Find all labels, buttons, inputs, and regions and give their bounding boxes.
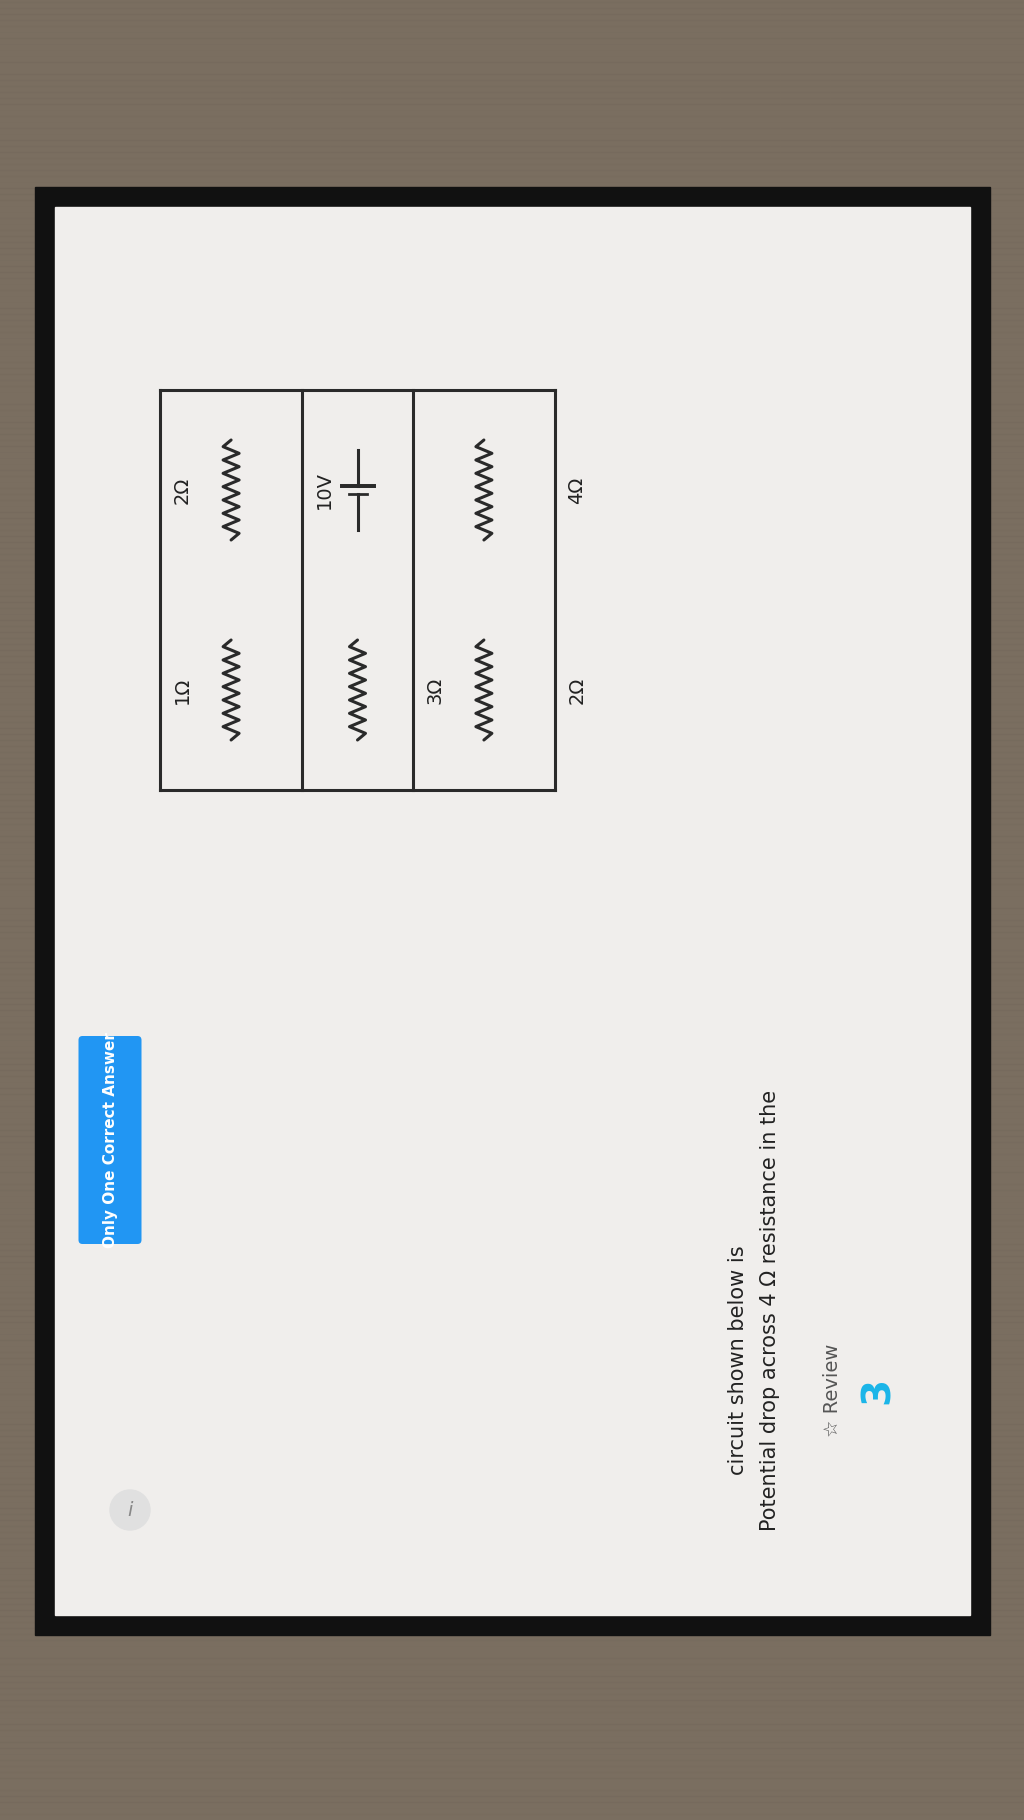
Circle shape: [110, 1491, 150, 1531]
Text: 3: 3: [859, 1376, 897, 1403]
Text: 1Ω: 1Ω: [172, 677, 191, 704]
Text: i: i: [127, 1500, 133, 1520]
Text: circuit shown below is: circuit shown below is: [728, 1245, 748, 1474]
FancyBboxPatch shape: [79, 1036, 141, 1245]
Text: 2Ω: 2Ω: [172, 477, 191, 504]
Text: Only One Correct Answer: Only One Correct Answer: [102, 1032, 118, 1249]
Text: 2Ω: 2Ω: [567, 677, 587, 704]
Text: ☆ Review: ☆ Review: [822, 1343, 842, 1436]
Text: Potential drop across 4 Ω resistance in the: Potential drop across 4 Ω resistance in …: [760, 1090, 780, 1531]
Bar: [35, 187, 990, 1634]
Text: 10V: 10V: [314, 471, 334, 510]
Text: 4Ω: 4Ω: [567, 477, 587, 504]
Text: 3Ω: 3Ω: [425, 677, 444, 704]
Bar: [55, 207, 970, 1614]
